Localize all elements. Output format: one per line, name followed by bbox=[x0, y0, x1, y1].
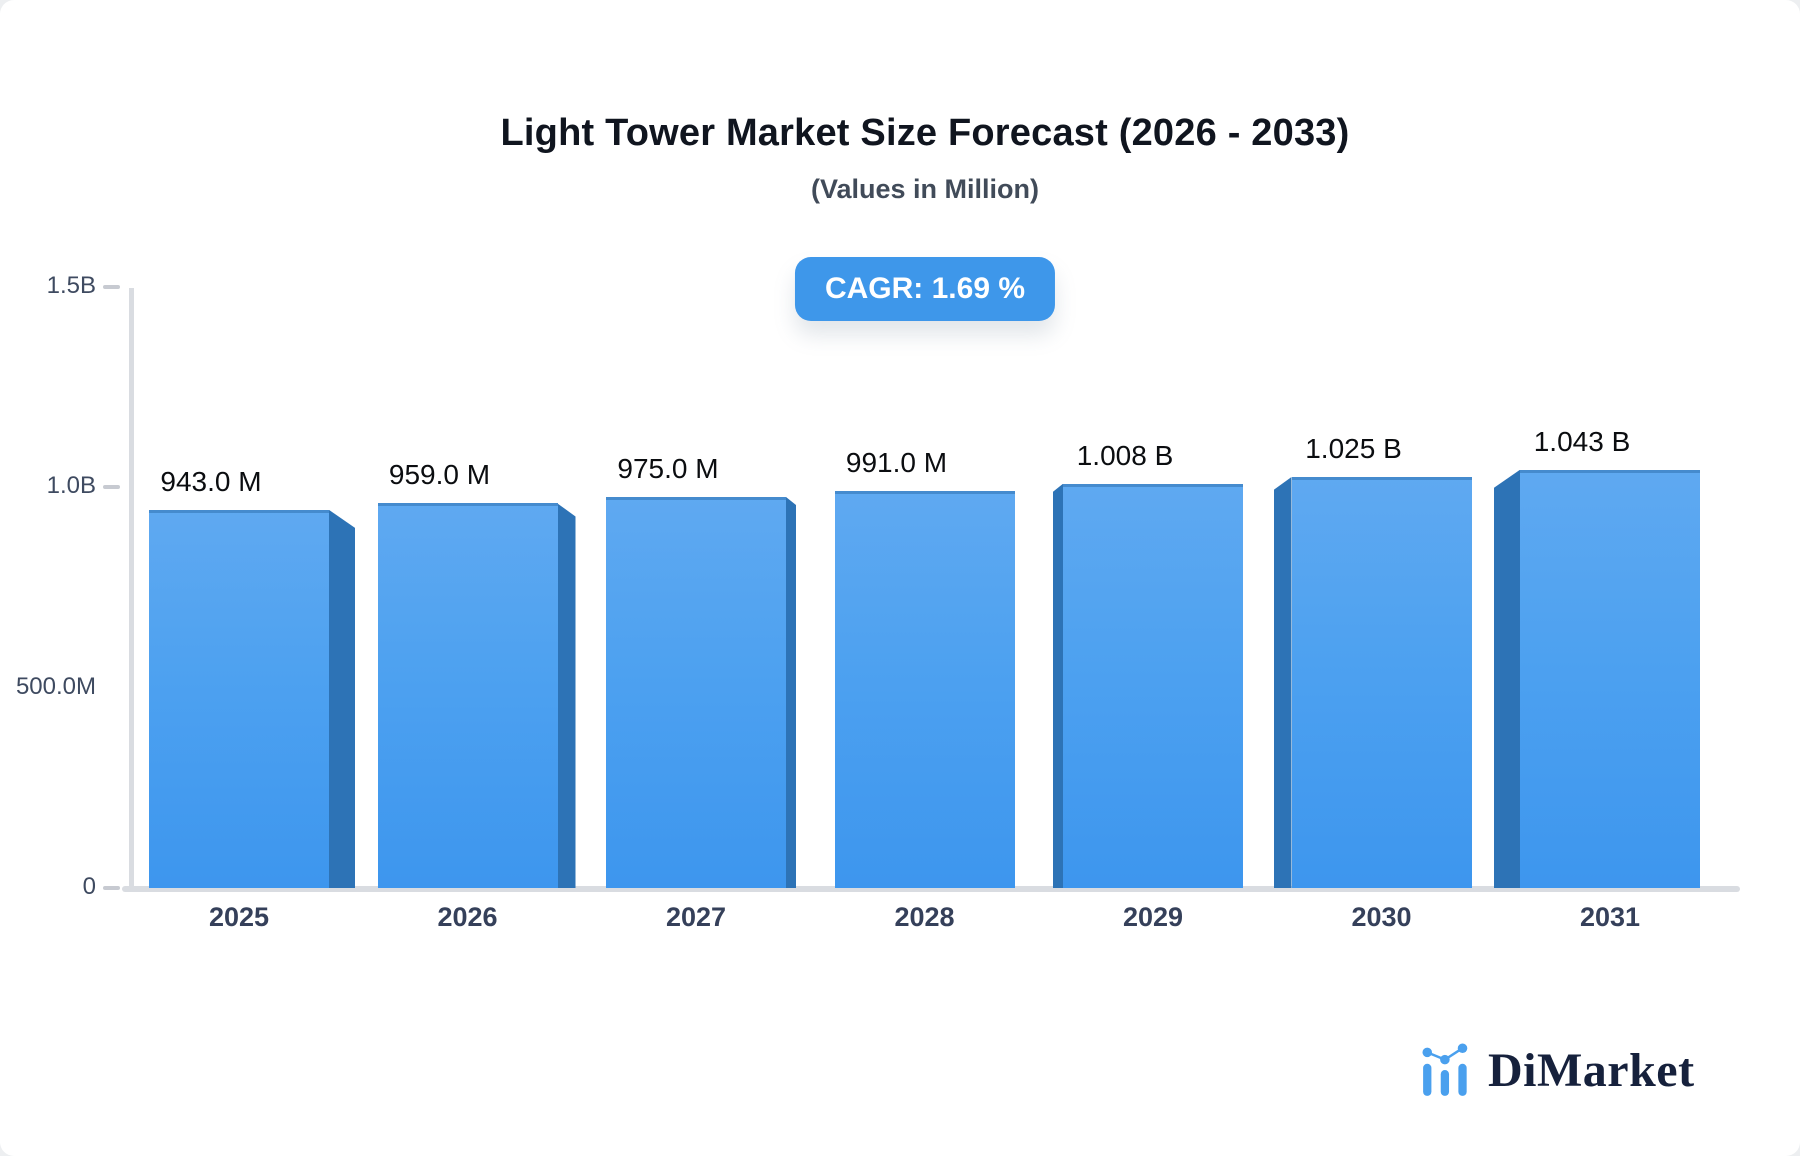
bar-side-2029 bbox=[1053, 483, 1063, 888]
chart-title: Light Tower Market Size Forecast (2026 -… bbox=[500, 112, 1350, 154]
bar-side-2026 bbox=[557, 503, 576, 888]
y-axis-tick bbox=[103, 485, 120, 489]
bar-side-2030 bbox=[1273, 476, 1292, 888]
y-axis-label-0: 0 bbox=[82, 873, 96, 900]
bar-value-label: 991.0 M bbox=[845, 446, 948, 478]
bar-2025[interactable] bbox=[149, 509, 329, 888]
bar-side-2025 bbox=[329, 509, 355, 888]
cagr-badge: CAGR: 1.69 % bbox=[794, 257, 1056, 321]
chart-subtitle: (Values in Million) bbox=[810, 174, 1040, 204]
y-axis-tick bbox=[103, 886, 120, 890]
bar-value-label: 959.0 M bbox=[388, 459, 491, 491]
bar-value-label: 1.043 B bbox=[1533, 425, 1631, 457]
bar-2026[interactable] bbox=[377, 503, 558, 888]
bar-2030[interactable] bbox=[1291, 476, 1472, 888]
x-axis-label-2030: 2030 bbox=[1351, 902, 1412, 932]
bar-2029[interactable] bbox=[1063, 483, 1243, 888]
logo-text: DiMarket bbox=[1488, 1043, 1695, 1097]
x-axis-label-2028: 2028 bbox=[894, 902, 955, 932]
x-axis-label-2026: 2026 bbox=[437, 902, 498, 932]
bar-2028[interactable] bbox=[834, 490, 1015, 888]
bar-side-2027 bbox=[786, 497, 796, 888]
y-axis-label-1.0B: 1.0B bbox=[46, 472, 96, 499]
y-axis-line bbox=[129, 288, 134, 890]
bar-value-label: 1.025 B bbox=[1305, 432, 1402, 464]
bar-side-2031 bbox=[1494, 469, 1520, 888]
x-axis-label-2027: 2027 bbox=[665, 902, 727, 932]
x-axis-line bbox=[122, 886, 1740, 892]
x-axis-label-2029: 2029 bbox=[1122, 902, 1184, 932]
x-axis-label-2025: 2025 bbox=[208, 902, 270, 932]
y-axis-label-500.0M: 500.0M bbox=[15, 672, 96, 700]
bar-2031[interactable] bbox=[1520, 469, 1700, 888]
brand-logo: DiMarket bbox=[1422, 1042, 1695, 1098]
mini-bar-chart-icon bbox=[1422, 1043, 1468, 1096]
bar-2027[interactable] bbox=[606, 497, 786, 888]
bar-value-label: 1.008 B bbox=[1076, 439, 1174, 471]
y-axis-tick bbox=[103, 284, 120, 289]
bar-value-label: 943.0 M bbox=[160, 465, 262, 497]
x-axis-label-2031: 2031 bbox=[1579, 902, 1641, 932]
bar-value-label: 975.0 M bbox=[617, 453, 719, 485]
y-axis-label-1.5B: 1.5B bbox=[46, 271, 96, 299]
